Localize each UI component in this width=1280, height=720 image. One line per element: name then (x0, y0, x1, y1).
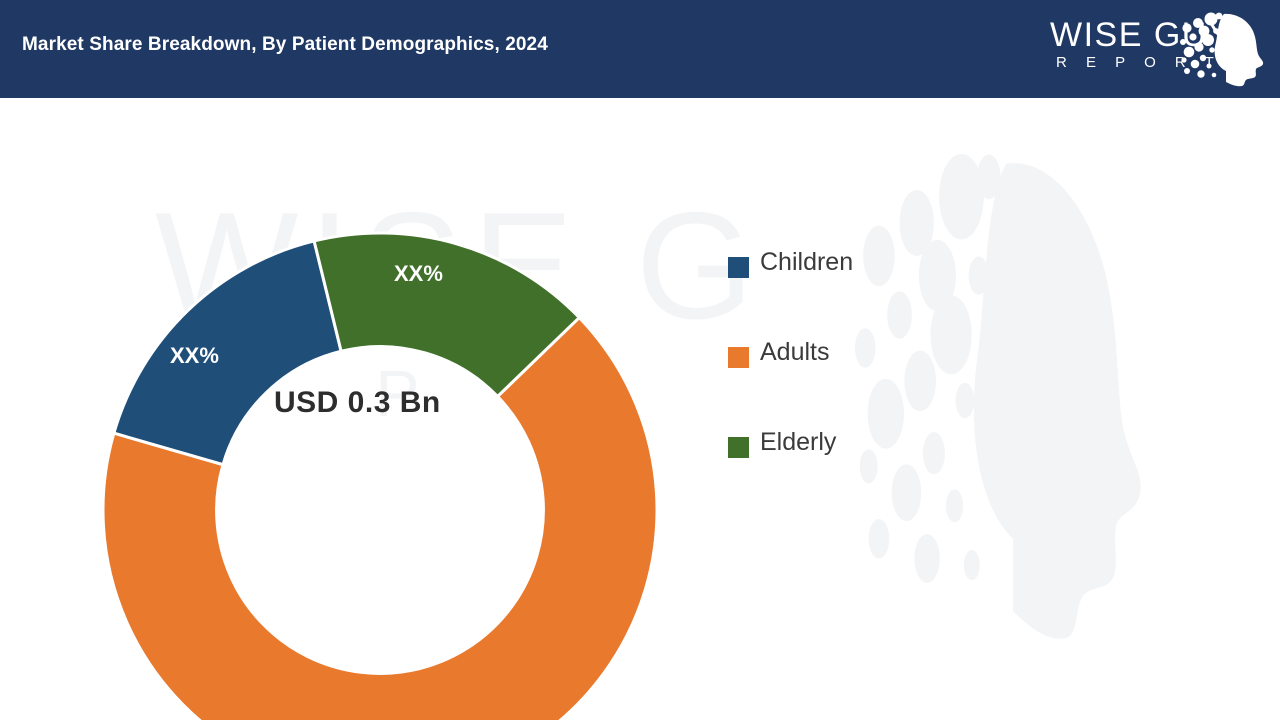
legend-label-adults: Adults (760, 338, 830, 366)
donut-slice-children[interactable] (112, 239, 343, 467)
chart-legend: Children Adults Elderly (728, 248, 958, 523)
legend-label-children: Children (760, 248, 854, 276)
donut-slice-adults[interactable] (101, 315, 659, 720)
legend-label-elderly: Elderly (760, 428, 837, 456)
legend-item-adults[interactable]: Adults (728, 338, 958, 433)
legend-item-elderly[interactable]: Elderly (728, 428, 958, 523)
donut-center-value: USD 0.3 Bn (274, 386, 441, 419)
brand-logo[interactable]: WISE GUY R E P O R T S (1048, 10, 1274, 88)
legend-item-children[interactable]: Children (728, 248, 958, 343)
chart-canvas: WISE G E P O XX (0, 98, 1280, 720)
dotted-head-profile-icon (1180, 12, 1264, 87)
legend-swatch-elderly (728, 437, 749, 458)
page-header: Market Share Breakdown, By Patient Demog… (0, 0, 1280, 98)
donut-chart[interactable] (0, 98, 760, 720)
legend-swatch-children (728, 257, 749, 278)
donut-slice-group (101, 231, 659, 720)
legend-swatch-adults (728, 347, 749, 368)
page-title: Market Share Breakdown, By Patient Demog… (22, 34, 548, 55)
donut-slice-elderly[interactable] (312, 231, 582, 399)
